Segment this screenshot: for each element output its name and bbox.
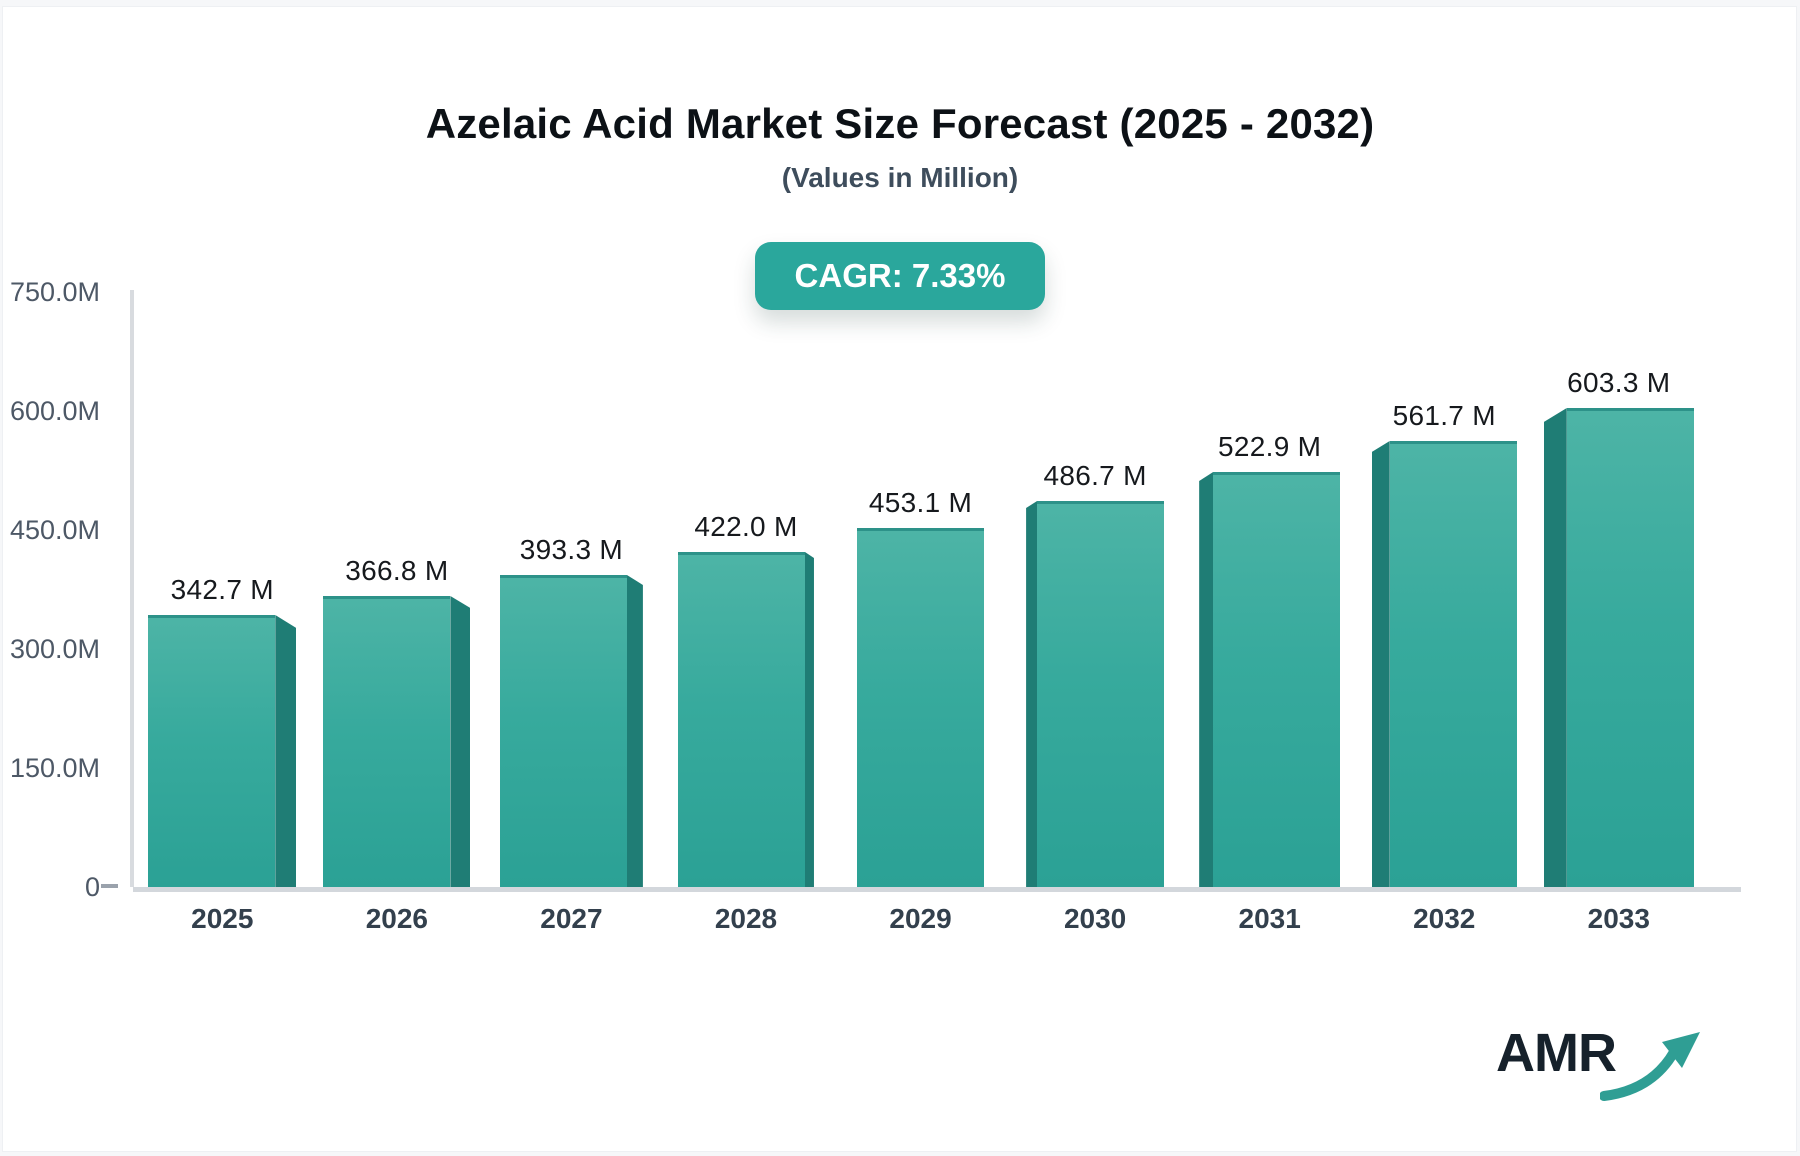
x-axis-label-2026: 2026 — [365, 903, 428, 934]
bar-value-label: 366.8 M — [345, 555, 449, 586]
x-axis-label-2027: 2027 — [540, 903, 603, 934]
y-axis-tick-label: 600.0M — [9, 396, 100, 426]
bar-slot: 453.1 M — [833, 292, 1008, 887]
bar-slot: 522.9 M — [1182, 292, 1357, 887]
bar-front-face — [1037, 501, 1165, 887]
bar-value-label: 393.3 M — [519, 534, 624, 565]
bar-value-label: 486.7 M — [1043, 460, 1147, 491]
bar-slot: 366.8 M — [310, 292, 485, 887]
y-axis-line — [130, 290, 134, 887]
bar-side-face — [275, 615, 297, 887]
bar-slot: 422.0 M — [659, 292, 834, 887]
bar-front-face — [499, 575, 627, 887]
bar-2025: 342.7 M — [148, 574, 297, 887]
bar-slot: 393.3 M — [484, 292, 659, 887]
bar-side-face — [1026, 501, 1038, 887]
x-axis-label-2028: 2028 — [714, 903, 778, 934]
x-axis-label-2030: 2030 — [1063, 903, 1127, 934]
bar-front-face — [323, 596, 451, 887]
bars-row: 342.7 M 366.8 M 393.3 M 422.0 M 453.1 M 486.7… — [135, 292, 1706, 887]
bar-slot: 561.7 M — [1357, 292, 1532, 887]
bar-side-face — [1543, 408, 1567, 887]
y-axis-tick-label: 150.0M — [9, 753, 100, 783]
chart-subtitle: (Values in Million) — [781, 162, 1019, 193]
bar-2033: 603.3 M — [1543, 367, 1694, 887]
x-axis-label-2031: 2031 — [1238, 903, 1301, 934]
bar-2031: 522.9 M — [1199, 431, 1341, 887]
bar-2032: 561.7 M — [1371, 400, 1517, 887]
y-axis-tick-label: 300.0M — [9, 634, 100, 664]
bar-value-label: 522.9 M — [1218, 431, 1322, 462]
cagr-badge-wrap: CAGR: 7.33% — [0, 242, 1800, 310]
bar-slot: 342.7 M — [135, 292, 310, 887]
bar-side-face — [626, 575, 643, 887]
x-axis-line — [133, 887, 1741, 892]
bar-front-face — [1566, 408, 1694, 887]
x-axis-label-2033: 2033 — [1587, 903, 1650, 934]
bar-slot: 486.7 M — [1008, 292, 1183, 887]
zero-tick-mark — [101, 884, 118, 888]
x-axis-label-2032: 2032 — [1413, 903, 1476, 934]
bar-2026: 366.8 M — [323, 555, 471, 887]
bar-value-label: 422.0 M — [694, 511, 798, 542]
x-axis-label-2025: 2025 — [191, 903, 254, 934]
bar-2030: 486.7 M — [1026, 460, 1165, 887]
x-axis-label-2029: 2029 — [889, 903, 952, 934]
bar-front-face — [1213, 472, 1341, 887]
bar-front-face — [1389, 441, 1517, 887]
x-axis: 2025 2026 2027 2028 2029 2030 2031 2032 2033 — [135, 903, 1706, 935]
bar-front-face — [148, 615, 276, 887]
trend-up-arrow-icon — [1600, 1032, 1700, 1101]
y-axis-tick-label: 750.0M — [9, 277, 100, 307]
y-axis-tick-label: 0 — [84, 872, 100, 902]
bar-side-face — [804, 552, 814, 887]
chart-header: Azelaic Acid Market Size Forecast (2025 … — [0, 0, 1800, 310]
chart-title: Azelaic Acid Market Size Forecast (2025 … — [425, 100, 1375, 147]
bar-value-label: 603.3 M — [1567, 367, 1671, 398]
bar-2028: 422.0 M — [677, 511, 814, 887]
bar-side-face — [1199, 472, 1214, 887]
bar-value-label: 453.1 M — [868, 487, 973, 518]
cagr-badge: CAGR: 7.33% — [754, 242, 1046, 310]
bar-slot: 603.3 M — [1532, 292, 1707, 887]
bar-2029: 453.1 M — [857, 487, 985, 887]
y-axis-tick-label: 450.0M — [9, 515, 100, 545]
amr-logo-text: AMR — [1496, 1023, 1617, 1083]
bar-value-label: 342.7 M — [170, 574, 274, 605]
amr-logo: AMR — [1496, 1024, 1704, 1104]
bar-front-face — [857, 528, 985, 887]
bar-front-face — [677, 552, 805, 887]
bar-side-face — [450, 596, 471, 887]
bar-2027: 393.3 M — [499, 534, 643, 887]
bar-value-label: 561.7 M — [1392, 400, 1496, 431]
bar-side-face — [1371, 441, 1390, 887]
y-axis: 750.0M 600.0M 450.0M 300.0M 150.0M 0 — [0, 277, 100, 902]
